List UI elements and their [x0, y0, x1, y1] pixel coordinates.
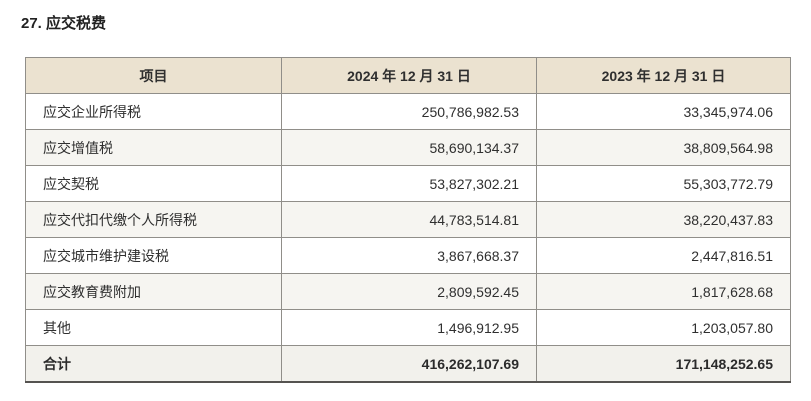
row-value-2023: 1,203,057.80 [536, 309, 791, 346]
total-value-2023: 171,148,252.65 [536, 345, 791, 383]
row-value-2023: 1,817,628.68 [536, 273, 791, 310]
row-value-2024: 44,783,514.81 [281, 201, 537, 238]
taxes-payable-table: 项目 2024 年 12 月 31 日 2023 年 12 月 31 日 应交企… [25, 57, 791, 383]
section-title: 27. 应交税费 [21, 15, 107, 32]
row-value-2024: 3,867,668.37 [281, 237, 537, 274]
table-row: 其他 1,496,912.95 1,203,057.80 [25, 309, 791, 346]
row-value-2024: 1,496,912.95 [281, 309, 537, 346]
row-value-2023: 33,345,974.06 [536, 93, 791, 130]
row-label: 其他 [25, 309, 282, 346]
total-label: 合计 [25, 345, 282, 383]
row-value-2023: 38,809,564.98 [536, 129, 791, 166]
table-row: 应交城市维护建设税 3,867,668.37 2,447,816.51 [25, 237, 791, 274]
row-label: 应交教育费附加 [25, 273, 282, 310]
row-label: 应交增值税 [25, 129, 282, 166]
table-header-row: 项目 2024 年 12 月 31 日 2023 年 12 月 31 日 [25, 57, 791, 94]
table-total-row: 合计 416,262,107.69 171,148,252.65 [25, 345, 791, 383]
row-label: 应交契税 [25, 165, 282, 202]
row-value-2024: 2,809,592.45 [281, 273, 537, 310]
row-value-2023: 2,447,816.51 [536, 237, 791, 274]
row-label: 应交企业所得税 [25, 93, 282, 130]
row-label: 应交城市维护建设税 [25, 237, 282, 274]
row-label: 应交代扣代缴个人所得税 [25, 201, 282, 238]
column-header-2024: 2024 年 12 月 31 日 [281, 57, 537, 94]
column-header-2023: 2023 年 12 月 31 日 [536, 57, 791, 94]
table-row: 应交教育费附加 2,809,592.45 1,817,628.68 [25, 273, 791, 310]
row-value-2024: 58,690,134.37 [281, 129, 537, 166]
table-row: 应交企业所得税 250,786,982.53 33,345,974.06 [25, 93, 791, 130]
total-value-2024: 416,262,107.69 [281, 345, 537, 383]
column-header-item: 项目 [25, 57, 282, 94]
row-value-2024: 53,827,302.21 [281, 165, 537, 202]
table-row: 应交代扣代缴个人所得税 44,783,514.81 38,220,437.83 [25, 201, 791, 238]
row-value-2024: 250,786,982.53 [281, 93, 537, 130]
table-row: 应交增值税 58,690,134.37 38,809,564.98 [25, 129, 791, 166]
row-value-2023: 38,220,437.83 [536, 201, 791, 238]
row-value-2023: 55,303,772.79 [536, 165, 791, 202]
table-row: 应交契税 53,827,302.21 55,303,772.79 [25, 165, 791, 202]
